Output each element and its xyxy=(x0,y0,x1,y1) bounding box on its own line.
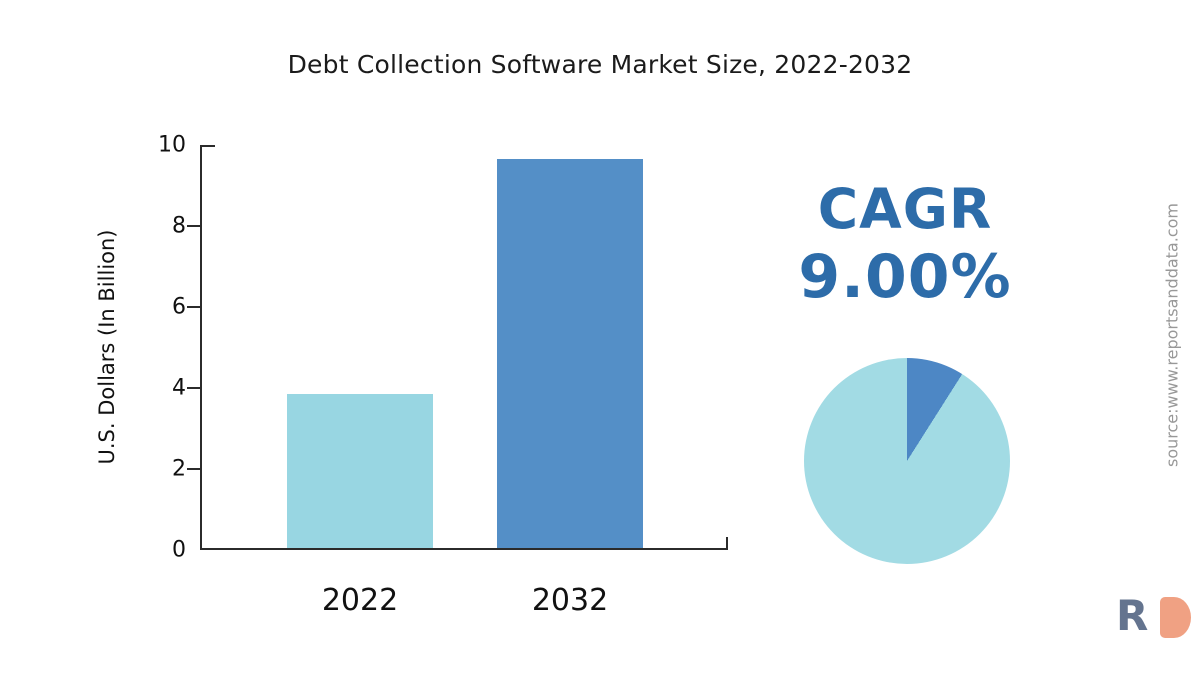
y-tick-label-0: 0 xyxy=(172,537,186,563)
x-axis-line xyxy=(200,548,728,550)
bar-2032 xyxy=(497,159,643,548)
y-axis-line xyxy=(200,145,202,550)
y-axis-top-cap xyxy=(200,145,215,147)
y-tick-label-8: 8 xyxy=(172,213,186,239)
x-tick-label-2032: 2032 xyxy=(531,583,609,618)
cagr-value: 9.00% xyxy=(798,242,1012,312)
source-attribution: source:www.reportsanddata.com xyxy=(1162,203,1182,467)
y-axis-title: U.S. Dollars (In Billion) xyxy=(95,229,119,465)
y-tick-label-10: 10 xyxy=(158,132,186,158)
cagr-label: CAGR xyxy=(817,177,993,241)
pie-chart xyxy=(804,358,1010,564)
y-tick-mark-6 xyxy=(187,306,200,308)
y-tick-mark-2 xyxy=(187,468,200,470)
bar-2022 xyxy=(287,394,433,548)
bar-plot-area xyxy=(187,145,728,550)
x-axis-labels: 2022 2032 xyxy=(200,583,728,623)
logo-d-shape-icon xyxy=(1160,597,1191,638)
x-tick-label-2022: 2022 xyxy=(321,583,399,618)
cagr-block: CAGR 9.00% xyxy=(755,178,1055,314)
y-tick-label-6: 6 xyxy=(172,294,186,320)
x-axis-end-cap xyxy=(726,537,728,550)
y-tick-label-2: 2 xyxy=(172,456,186,482)
y-tick-mark-4 xyxy=(187,387,200,389)
y-axis-tick-labels: 0 2 4 6 8 10 xyxy=(130,133,186,563)
reportsanddata-logo: R xyxy=(1116,594,1200,640)
chart-title: Debt Collection Software Market Size, 20… xyxy=(287,50,913,79)
logo-letter-r: R xyxy=(1116,591,1148,640)
y-tick-label-4: 4 xyxy=(172,375,186,401)
y-tick-mark-8 xyxy=(187,225,200,227)
